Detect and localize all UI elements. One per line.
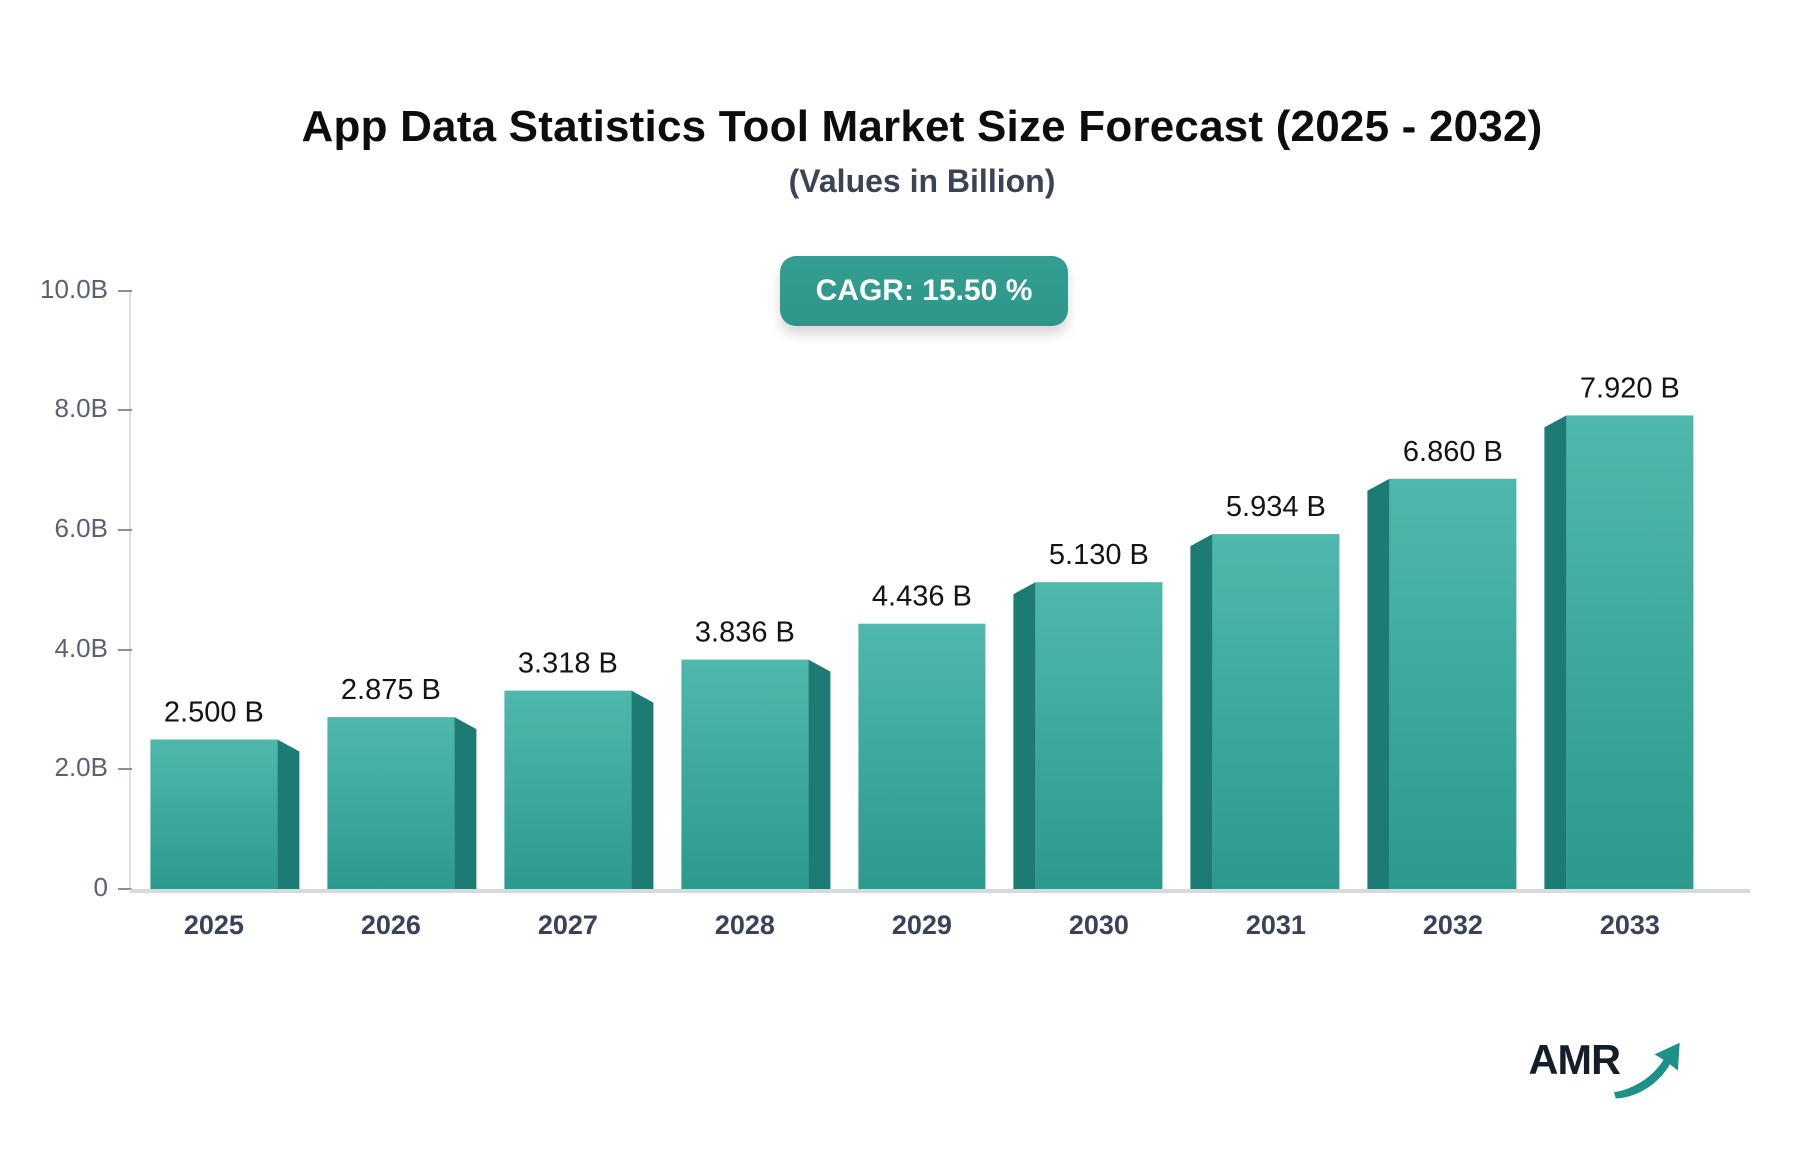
svg-text:8.0B: 8.0B [55, 393, 109, 423]
svg-text:4.436 B: 4.436 B [872, 581, 972, 613]
svg-text:3.836 B: 3.836 B [695, 617, 795, 649]
svg-text:7.920 B: 7.920 B [1580, 372, 1680, 404]
svg-text:0: 0 [94, 872, 108, 902]
svg-text:2.875 B: 2.875 B [341, 674, 441, 706]
svg-text:2032: 2032 [1423, 910, 1483, 940]
svg-text:5.130 B: 5.130 B [1049, 539, 1149, 571]
svg-text:2025: 2025 [184, 910, 244, 940]
svg-text:2033: 2033 [1600, 910, 1660, 940]
svg-text:3.318 B: 3.318 B [518, 648, 618, 680]
svg-text:2.0B: 2.0B [55, 752, 109, 782]
svg-text:2027: 2027 [538, 910, 598, 940]
svg-text:6.860 B: 6.860 B [1403, 436, 1503, 468]
svg-text:2028: 2028 [715, 910, 775, 940]
svg-text:2029: 2029 [892, 910, 952, 940]
svg-text:AMR: AMR [1529, 1037, 1622, 1083]
svg-text:2026: 2026 [361, 910, 421, 940]
svg-text:5.934 B: 5.934 B [1226, 491, 1326, 523]
svg-text:10.0B: 10.0B [40, 274, 108, 304]
svg-text:2.500 B: 2.500 B [164, 697, 264, 729]
svg-text:6.0B: 6.0B [55, 513, 109, 543]
svg-text:2031: 2031 [1246, 910, 1306, 940]
svg-text:4.0B: 4.0B [55, 633, 109, 663]
svg-text:2030: 2030 [1069, 910, 1129, 940]
